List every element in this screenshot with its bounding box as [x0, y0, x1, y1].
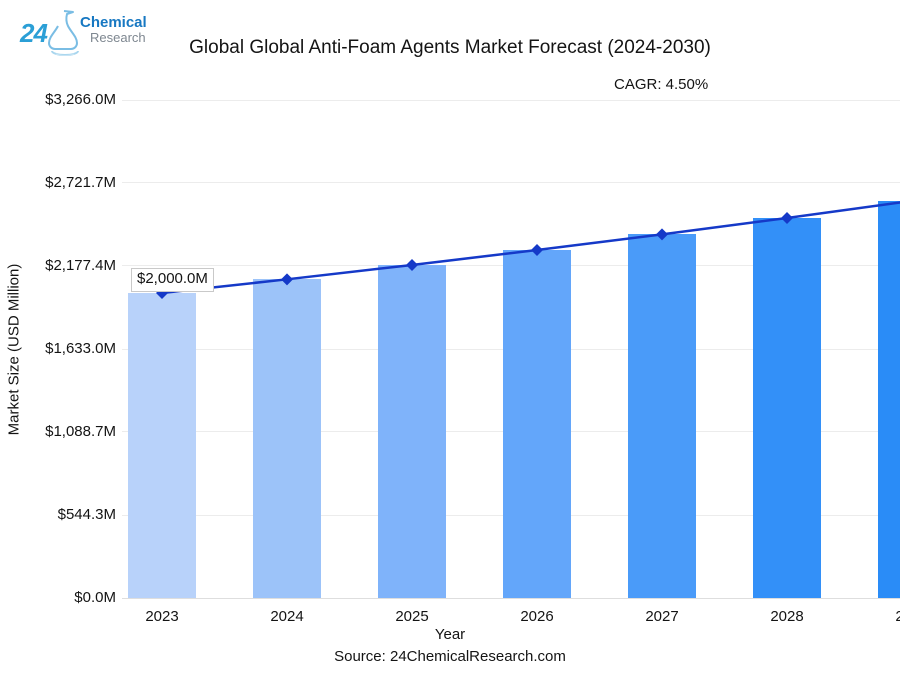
x-tick-label: 2025	[395, 608, 429, 625]
y-tick-label: $1,088.7M	[45, 422, 116, 440]
chart-title: Global Global Anti-Foam Agents Market Fo…	[189, 37, 711, 58]
y-tick-label: $3,266.0M	[45, 91, 116, 108]
y-axis-tick-labels: $0.0M $544.3M $1,088.7M $1,633.0M $2,177.4M $…	[0, 0, 116, 680]
x-axis-title: Year	[434, 626, 466, 643]
logo-number: 24	[20, 18, 48, 48]
plot-area: 2023 2024 2025 2026 2027 2028 2029 $2,000.0M	[122, 99, 900, 625]
y-tick-label: $1,633.0M	[45, 340, 116, 357]
x-tick-label: 2023	[145, 608, 179, 625]
y-tick-label: $2,721.7M	[45, 173, 116, 191]
bar-2029	[878, 200, 900, 598]
x-tick-label: 2026	[520, 608, 554, 625]
bar-2027	[628, 234, 696, 598]
y-tick-label: $2,177.4M	[45, 256, 116, 274]
logo: 24 Chemical Research	[16, 8, 166, 56]
gridline	[122, 99, 900, 101]
gridline	[122, 597, 900, 599]
flask-icon	[48, 10, 79, 56]
bar-2023	[128, 293, 196, 598]
bar-2025	[378, 264, 446, 598]
x-tick-label: 2028	[770, 608, 804, 625]
x-tick-label: 2027	[645, 608, 679, 625]
bar-2024	[253, 279, 321, 598]
y-tick-label: $0.0M	[74, 589, 116, 606]
source-label: Source: 24ChemicalResearch.com	[334, 648, 566, 665]
cagr-label: CAGR: 4.50%	[614, 76, 709, 93]
x-tick-label: 2024	[270, 608, 304, 625]
gridline	[122, 182, 900, 184]
bar-2028	[753, 217, 821, 598]
logo-text-research: Research	[90, 30, 146, 45]
y-tick-label: $544.3M	[57, 506, 116, 523]
bar-2026	[503, 249, 571, 598]
logo-text-chemical: Chemical	[80, 14, 147, 31]
x-tick-label: 2029	[895, 608, 900, 625]
data-label: $2,000.0M	[131, 268, 214, 293]
